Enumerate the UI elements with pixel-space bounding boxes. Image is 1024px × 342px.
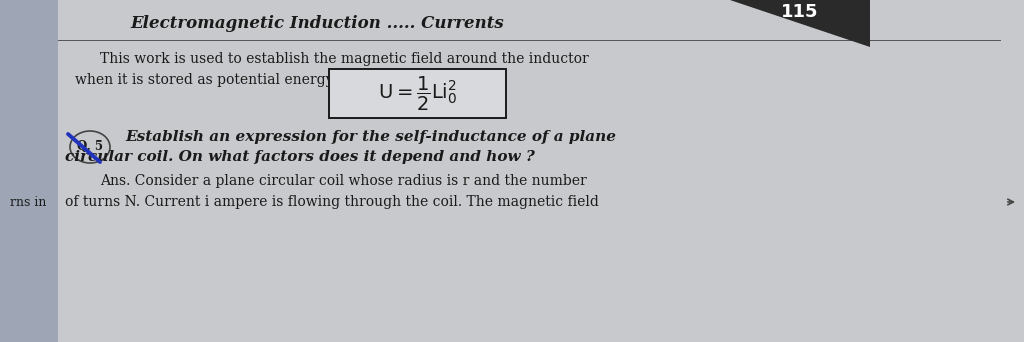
Text: Establish an expression for the self-inductance of a plane: Establish an expression for the self-ind… — [125, 130, 616, 144]
Text: This work is used to establish the magnetic field around the inductor: This work is used to establish the magne… — [100, 52, 589, 66]
FancyBboxPatch shape — [329, 69, 506, 118]
Text: Ans. Consider a plane circular coil whose radius is r and the number: Ans. Consider a plane circular coil whos… — [100, 174, 587, 188]
FancyBboxPatch shape — [58, 0, 1024, 342]
Ellipse shape — [70, 131, 110, 163]
Text: 115: 115 — [781, 3, 819, 21]
Polygon shape — [730, 0, 870, 47]
Text: rns in: rns in — [10, 196, 46, 209]
Text: circular coil. On what factors does it depend and how ?: circular coil. On what factors does it d… — [65, 150, 535, 164]
Text: of turns N. Current i ampere is flowing through the coil. The magnetic field: of turns N. Current i ampere is flowing … — [65, 195, 599, 209]
Text: Electromagnetic Induction ..... Currents: Electromagnetic Induction ..... Currents — [130, 15, 504, 32]
Text: Q. 5: Q. 5 — [77, 141, 103, 154]
Text: $\mathrm{U = \dfrac{1}{2}Li_0^2}$: $\mathrm{U = \dfrac{1}{2}Li_0^2}$ — [378, 75, 457, 113]
Text: when it is stored as potential energy U, then: when it is stored as potential energy U,… — [75, 73, 389, 87]
